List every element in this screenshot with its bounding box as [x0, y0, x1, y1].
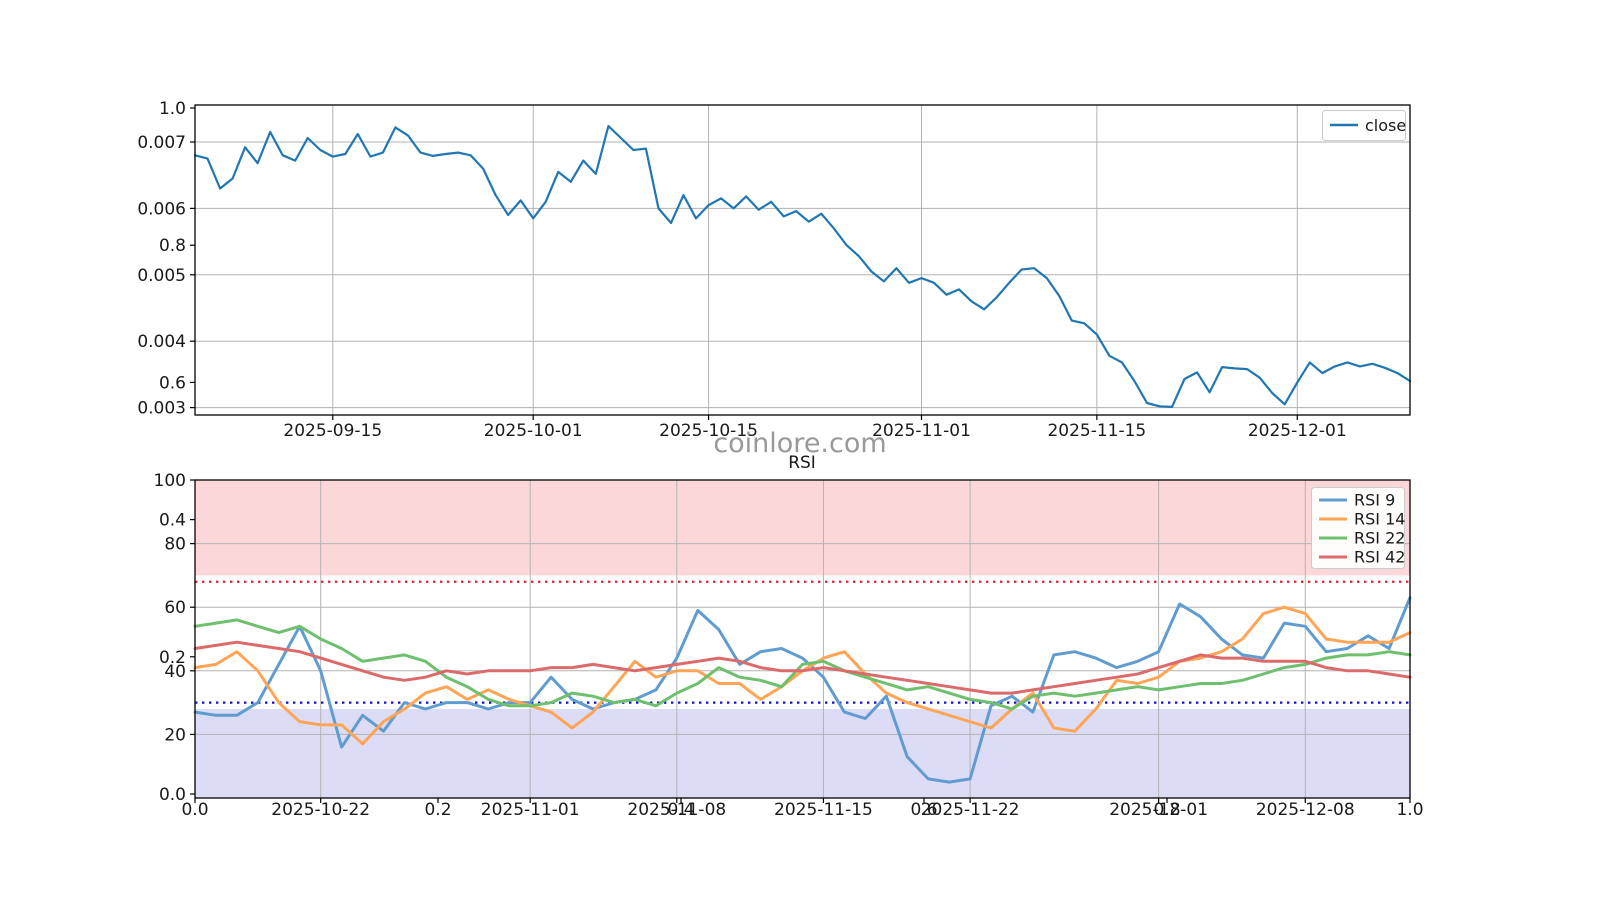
price-y-tick-label: 0.006: [137, 199, 186, 219]
rsi-bands: [195, 480, 1410, 798]
overbought-band: [195, 480, 1410, 576]
price-y-tick-label: 0.003: [137, 399, 186, 419]
rsi-chart-frame: [194, 479, 1411, 799]
overlay-x-tick-label: 0.4: [667, 800, 694, 820]
price-x-tick-label: 2025-12-01: [1248, 421, 1347, 441]
overlay-y-tick-label: 1.0: [159, 99, 186, 119]
rsi-legend: RSI 9 RSI 14 RSI 22 RSI 42: [1311, 487, 1405, 569]
price-x-tick-label: 2025-10-15: [659, 421, 758, 441]
rsi22-series-line: [193, 618, 1412, 711]
rsi-y-tick-label: 60: [164, 598, 186, 618]
rsi42-series-line: [193, 640, 1412, 695]
overlay-x-tick-label: 0.0: [181, 800, 208, 820]
price-y-tick-label: 0.005: [137, 266, 186, 286]
rsi9-legend-label: RSI 9: [1354, 491, 1395, 510]
rsi-x-tick-label: 2025-11-08: [627, 800, 726, 820]
price-x-tick-label: 2025-10-01: [484, 421, 583, 441]
rsi-x-tick-label: 2025-10-22: [271, 800, 370, 820]
rsi-x-tick-label: 2025-12-01: [1109, 800, 1208, 820]
overlay-y-tick-label: 0.6: [159, 373, 186, 393]
rsi-x-tick-label: 2025-11-01: [481, 800, 580, 820]
price-y-tick-label: 0.004: [137, 332, 186, 352]
overlay-x-tick-label: 1.0: [1396, 800, 1423, 820]
price-chart-frame: [194, 104, 1411, 416]
rsi-x-tick-label: 2025-11-22: [921, 800, 1020, 820]
rsi22-legend-label: RSI 22: [1354, 529, 1405, 548]
overlay-y-tick-label: 0.4: [159, 511, 186, 531]
overlay-y-tick-label: 0.8: [159, 236, 186, 256]
rsi-y-tick-label: 80: [164, 535, 186, 555]
overlay-y-tick-label: 0.0: [159, 785, 186, 805]
rsi42-legend-label: RSI 42: [1354, 548, 1405, 567]
close-legend-label: close: [1365, 116, 1406, 135]
price-x-tick-label: 2025-11-01: [872, 421, 971, 441]
price-y-tick-label: 0.007: [137, 133, 186, 153]
price-legend-box: [1322, 110, 1406, 141]
rsi-x-tick-label: 2025-12-08: [1256, 800, 1355, 820]
overlay-x-tick-label: 0.2: [424, 800, 451, 820]
overlay-y-tick-label: 0.2: [159, 648, 186, 668]
chart-frames: [194, 104, 1411, 799]
rsi-y-tick-label: 20: [164, 725, 186, 745]
rsi-y-tick-label: 100: [154, 471, 186, 491]
price-x-tick-label: 2025-09-15: [283, 421, 382, 441]
close-series-line: [193, 124, 1412, 408]
rsi-legend-box: [1311, 487, 1405, 569]
rsi14-legend-label: RSI 14: [1354, 510, 1405, 529]
rsi-y-tick-label: 40: [164, 662, 186, 682]
watermark-text: coinlore.com: [713, 428, 886, 459]
oversold-band: [195, 708, 1410, 798]
overlay-x-tick-label: 0.8: [1153, 800, 1180, 820]
price-x-tick-label: 2025-11-15: [1047, 421, 1146, 441]
axis-ticks-and-labels: 2025-09-15 2025-10-01 2025-10-15 2025-11-01…: [137, 99, 1423, 820]
overlay-x-tick-label: 0.6: [910, 800, 937, 820]
rsi-chart-title: RSI: [788, 453, 816, 473]
data-series-lines: [193, 124, 1412, 784]
price-legend: close: [1322, 110, 1406, 141]
rsi-x-tick-label: 2025-11-15: [774, 800, 873, 820]
